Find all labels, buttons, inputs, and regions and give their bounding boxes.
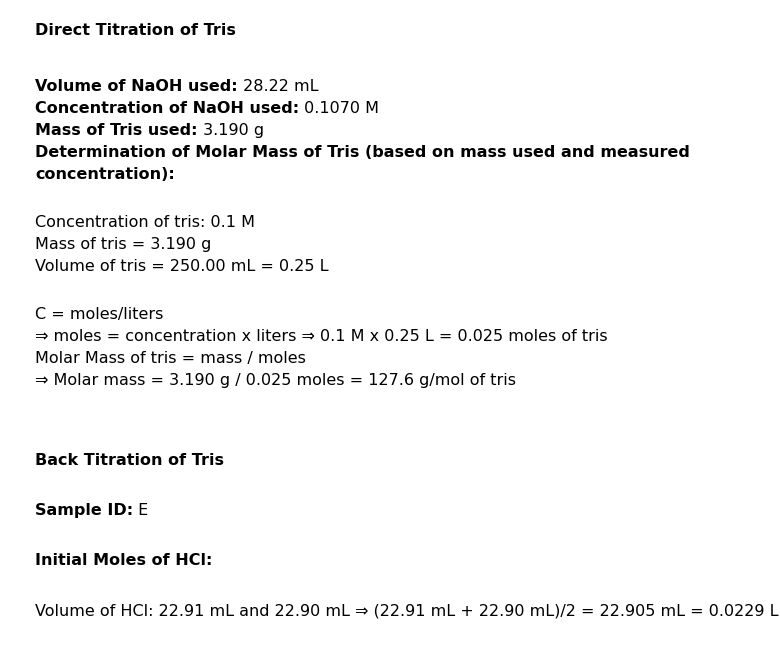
Text: E: E: [133, 503, 148, 518]
Text: Volume of HCl: 22.91 mL and 22.90 mL ⇒ (22.91 mL + 22.90 mL)/2 = 22.905 mL = 0.0: Volume of HCl: 22.91 mL and 22.90 mL ⇒ (…: [35, 603, 778, 618]
Text: Back Titration of Tris: Back Titration of Tris: [35, 453, 224, 468]
Text: Volume of NaOH used:: Volume of NaOH used:: [35, 79, 238, 94]
Text: Molar Mass of tris = mass / moles: Molar Mass of tris = mass / moles: [35, 351, 306, 366]
Text: ⇒ Molar mass = 3.190 g / 0.025 moles = 127.6 g/mol of tris: ⇒ Molar mass = 3.190 g / 0.025 moles = 1…: [35, 373, 516, 388]
Text: Initial Moles of HCl:: Initial Moles of HCl:: [35, 553, 212, 568]
Text: C = moles/liters: C = moles/liters: [35, 307, 163, 322]
Text: Mass of tris = 3.190 g: Mass of tris = 3.190 g: [35, 237, 211, 252]
Text: 3.190 g: 3.190 g: [197, 123, 264, 138]
Text: 0.1070 M: 0.1070 M: [299, 101, 379, 116]
Text: Direct Titration of Tris: Direct Titration of Tris: [35, 23, 236, 38]
Text: Determination of Molar Mass of Tris (based on mass used and measured: Determination of Molar Mass of Tris (bas…: [35, 145, 690, 160]
Text: Volume of tris = 250.00 mL = 0.25 L: Volume of tris = 250.00 mL = 0.25 L: [35, 259, 328, 274]
Text: Concentration of tris: 0.1 M: Concentration of tris: 0.1 M: [35, 215, 255, 230]
Text: concentration):: concentration):: [35, 167, 175, 182]
Text: Sample ID:: Sample ID:: [35, 503, 133, 518]
Text: Mass of Tris used:: Mass of Tris used:: [35, 123, 197, 138]
Text: 28.22 mL: 28.22 mL: [238, 79, 318, 94]
Text: ⇒ moles = concentration x liters ⇒ 0.1 M x 0.25 L = 0.025 moles of tris: ⇒ moles = concentration x liters ⇒ 0.1 M…: [35, 329, 608, 344]
Text: Concentration of NaOH used:: Concentration of NaOH used:: [35, 101, 299, 116]
